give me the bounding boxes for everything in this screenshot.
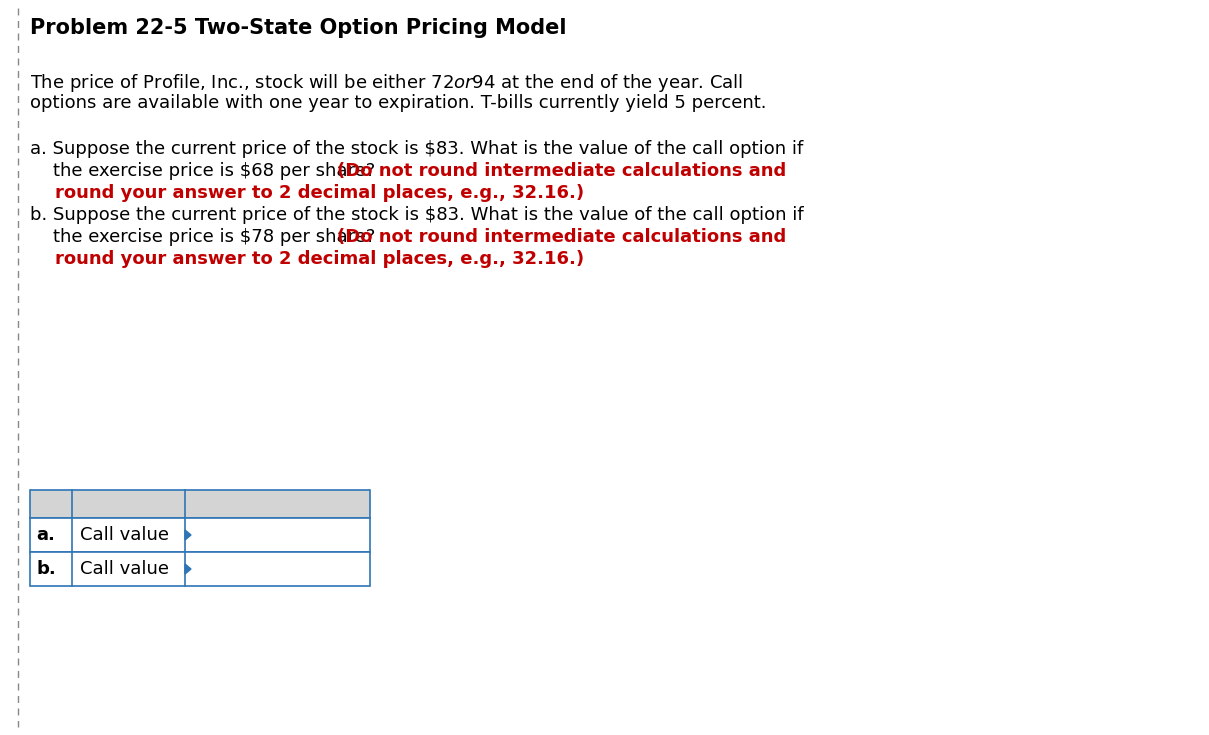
Text: a.: a.: [36, 526, 54, 544]
Text: (Do not round intermediate calculations and: (Do not round intermediate calculations …: [337, 228, 786, 246]
Polygon shape: [185, 530, 191, 540]
Text: round your answer to 2 decimal places, e.g., 32.16.): round your answer to 2 decimal places, e…: [30, 184, 584, 202]
Text: Call value: Call value: [80, 526, 169, 544]
Bar: [30, 552, 370, 586]
Text: b. Suppose the current price of the stock is $83. What is the value of the call : b. Suppose the current price of the stoc…: [30, 206, 804, 224]
Bar: [30, 490, 370, 518]
Text: a. Suppose the current price of the stock is $83. What is the value of the call : a. Suppose the current price of the stoc…: [30, 140, 803, 158]
Text: (Do not round intermediate calculations and: (Do not round intermediate calculations …: [337, 162, 786, 180]
Bar: [30, 518, 370, 552]
Text: Problem 22-5 Two-State Option Pricing Model: Problem 22-5 Two-State Option Pricing Mo…: [30, 18, 567, 38]
Text: b.: b.: [36, 560, 56, 578]
Text: Call value: Call value: [80, 560, 169, 578]
Text: The price of Profile, Inc., stock will be either $72 or $94 at the end of the ye: The price of Profile, Inc., stock will b…: [30, 72, 744, 94]
Text: the exercise price is $68 per share?: the exercise price is $68 per share?: [30, 162, 381, 180]
Text: the exercise price is $78 per share?: the exercise price is $78 per share?: [30, 228, 381, 246]
Polygon shape: [185, 564, 191, 574]
Text: round your answer to 2 decimal places, e.g., 32.16.): round your answer to 2 decimal places, e…: [30, 250, 584, 268]
Text: options are available with one year to expiration. T-bills currently yield 5 per: options are available with one year to e…: [30, 94, 767, 112]
